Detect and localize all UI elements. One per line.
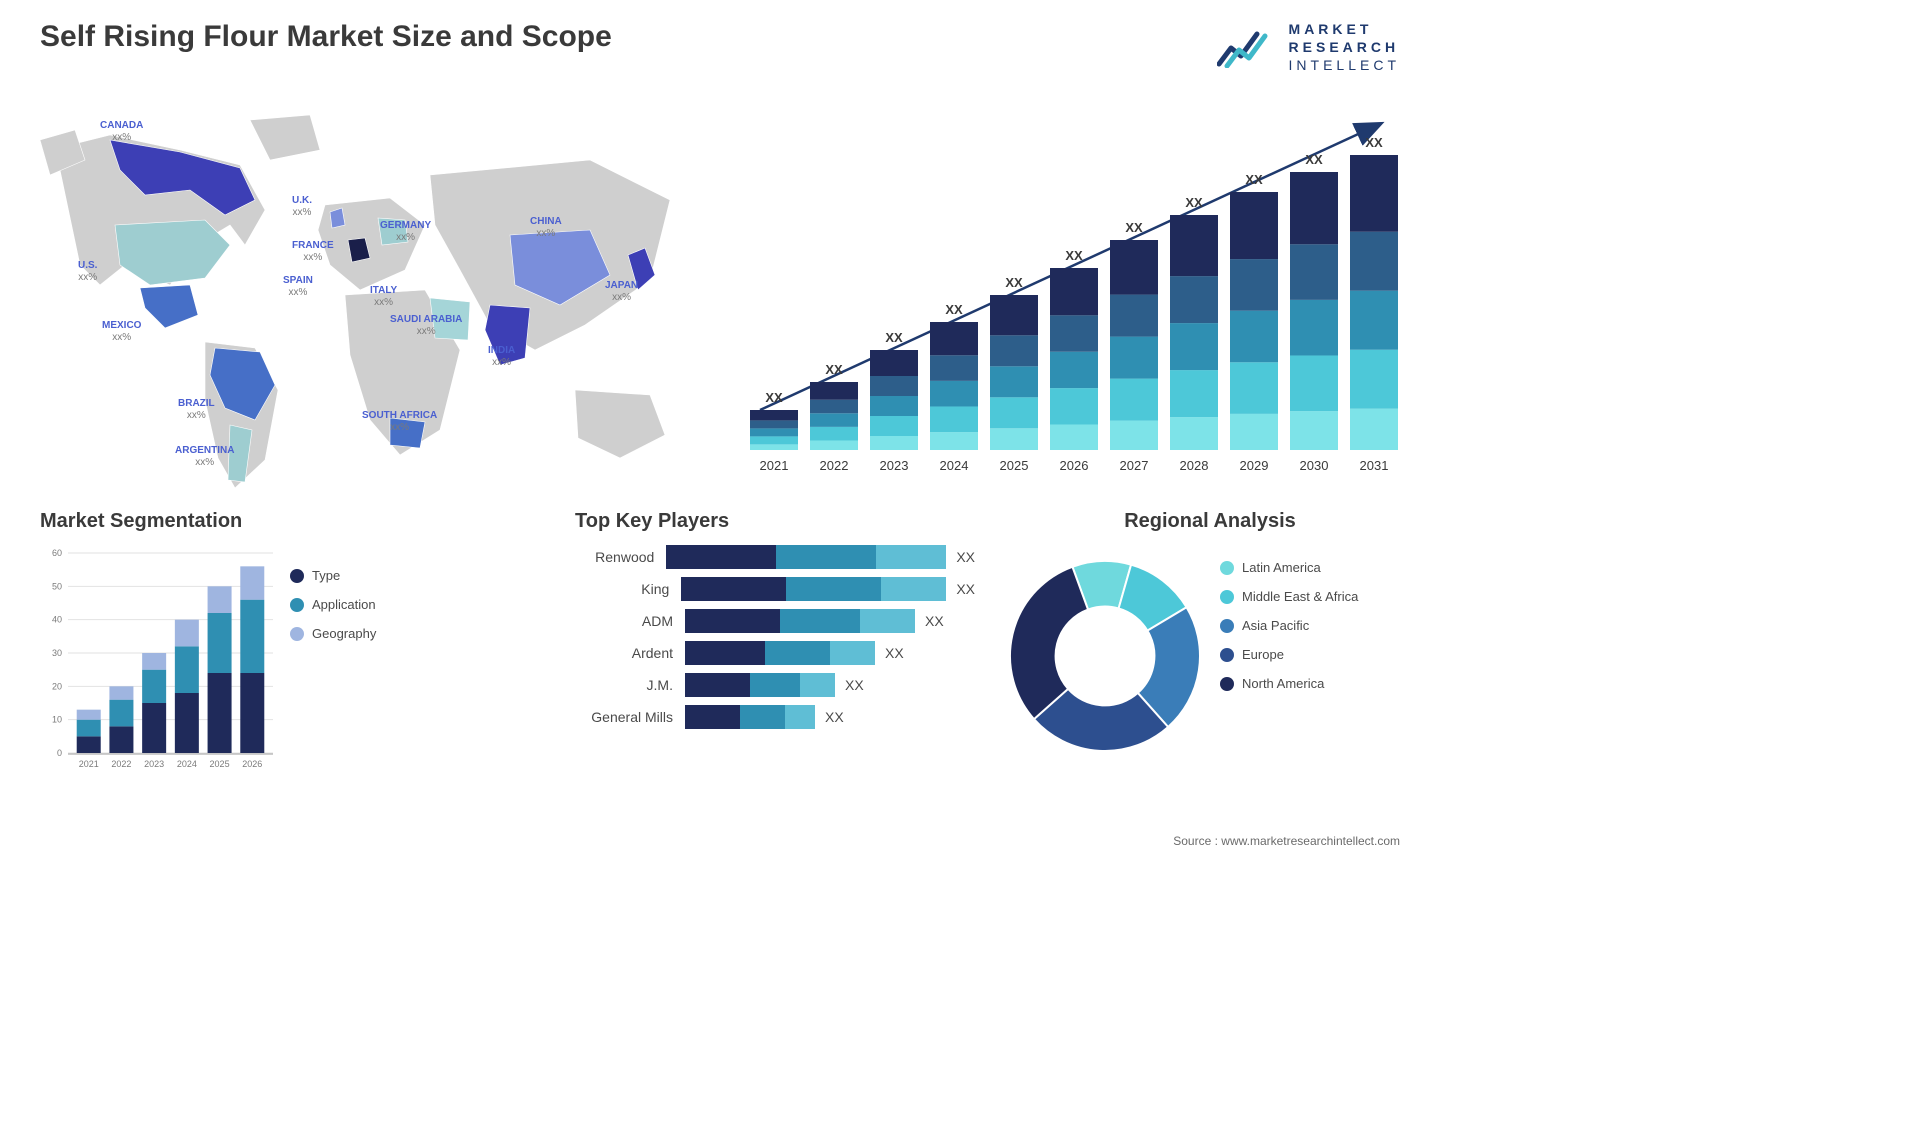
map-label-u-k-: U.K.xx% [292, 195, 312, 219]
regional-legend: Latin America Middle East & Africa Asia Pa… [1220, 560, 1400, 705]
players-title: Top Key Players [575, 510, 975, 533]
svg-text:2024: 2024 [940, 458, 969, 473]
player-bar [685, 609, 915, 633]
svg-text:XX: XX [1125, 220, 1143, 235]
player-name: ADM [575, 613, 685, 629]
svg-text:XX: XX [1305, 152, 1323, 167]
player-name: General Mills [575, 709, 685, 725]
player-row-general-mills: General Mills XX [575, 705, 975, 729]
regional-legend-europe: Europe [1220, 647, 1400, 662]
map-label-china: CHINAxx% [530, 216, 562, 240]
svg-text:0: 0 [57, 748, 62, 758]
svg-text:XX: XX [1245, 172, 1263, 187]
svg-text:XX: XX [1365, 135, 1383, 150]
regional-legend-north-america: North America [1220, 676, 1400, 691]
svg-text:20: 20 [52, 681, 62, 691]
source-text: Source : www.marketresearchintellect.com [1173, 834, 1400, 848]
svg-text:2022: 2022 [820, 458, 849, 473]
segmentation-legend: Type Application Geography [290, 568, 430, 655]
svg-text:2029: 2029 [1240, 458, 1269, 473]
map-label-argentina: ARGENTINAxx% [175, 445, 234, 469]
growth-chart-svg: XX 2021 XX 2022 XX 2023 XX 2024 XX 2025 XX 2026 XX 20… [740, 110, 1400, 480]
logo-icon [1217, 26, 1277, 68]
map-label-germany: GERMANYxx% [380, 220, 431, 244]
player-bar [681, 577, 946, 601]
svg-text:XX: XX [945, 302, 963, 317]
svg-text:2028: 2028 [1180, 458, 1209, 473]
player-name: J.M. [575, 677, 685, 693]
player-row-king: King XX [575, 577, 975, 601]
player-bar [685, 673, 835, 697]
map-label-india: INDIAxx% [488, 345, 515, 369]
world-map: CANADAxx% U.S.xx% MEXICOxx% BRAZILxx% ARGENT… [30, 90, 700, 490]
map-label-saudi-arabia: SAUDI ARABIAxx% [390, 314, 462, 338]
seg-legend-application: Application [290, 597, 430, 612]
svg-text:2023: 2023 [144, 759, 164, 769]
svg-text:XX: XX [1005, 275, 1023, 290]
logo-text: MARKET RESEARCH INTELLECT [1289, 20, 1400, 75]
svg-text:XX: XX [825, 362, 843, 377]
seg-legend-geography: Geography [290, 626, 430, 641]
map-label-u-s-: U.S.xx% [78, 260, 97, 284]
players-chart: RenwoodXXKingXXADMXXArdentXXJ.M.XXGenera… [575, 545, 975, 729]
svg-text:2023: 2023 [880, 458, 909, 473]
regional-donut [1000, 551, 1210, 761]
players-section: Top Key Players RenwoodXXKingXXADMXXArde… [575, 510, 975, 737]
player-value: XX [845, 677, 864, 693]
svg-text:2021: 2021 [79, 759, 99, 769]
map-label-brazil: BRAZILxx% [178, 398, 215, 422]
svg-text:XX: XX [765, 390, 783, 405]
svg-text:XX: XX [885, 330, 903, 345]
svg-text:30: 30 [52, 648, 62, 658]
svg-text:2025: 2025 [210, 759, 230, 769]
regional-legend-latin-america: Latin America [1220, 560, 1400, 575]
regional-legend-asia-pacific: Asia Pacific [1220, 618, 1400, 633]
player-row-renwood: Renwood XX [575, 545, 975, 569]
player-row-ardent: Ardent XX [575, 641, 975, 665]
growth-chart: XX 2021 XX 2022 XX 2023 XX 2024 XX 2025 XX 2026 XX 20… [740, 110, 1400, 480]
svg-text:2022: 2022 [111, 759, 131, 769]
regional-legend-middle-east-africa: Middle East & Africa [1220, 589, 1400, 604]
seg-legend-type: Type [290, 568, 430, 583]
svg-text:2021: 2021 [760, 458, 789, 473]
map-label-south-africa: SOUTH AFRICAxx% [362, 410, 437, 434]
player-bar [685, 641, 875, 665]
player-bar [685, 705, 815, 729]
player-value: XX [825, 709, 844, 725]
svg-text:10: 10 [52, 715, 62, 725]
player-name: Ardent [575, 645, 685, 661]
svg-text:50: 50 [52, 581, 62, 591]
player-name: Renwood [575, 549, 666, 565]
svg-text:40: 40 [52, 615, 62, 625]
svg-text:XX: XX [1185, 195, 1203, 210]
page-title: Self Rising Flour Market Size and Scope [40, 20, 612, 54]
svg-text:2030: 2030 [1300, 458, 1329, 473]
svg-text:XX: XX [1065, 248, 1083, 263]
svg-text:2025: 2025 [1000, 458, 1029, 473]
player-value: XX [956, 581, 975, 597]
svg-text:2026: 2026 [242, 759, 262, 769]
svg-text:2031: 2031 [1360, 458, 1389, 473]
segmentation-title: Market Segmentation [40, 510, 440, 533]
map-label-japan: JAPANxx% [605, 280, 638, 304]
player-value: XX [956, 549, 975, 565]
player-row-adm: ADM XX [575, 609, 975, 633]
player-bar [666, 545, 946, 569]
map-label-spain: SPAINxx% [283, 275, 313, 299]
svg-text:2026: 2026 [1060, 458, 1089, 473]
brand-logo: MARKET RESEARCH INTELLECT [1217, 20, 1400, 75]
regional-title: Regional Analysis [1010, 510, 1410, 533]
svg-text:2024: 2024 [177, 759, 197, 769]
player-value: XX [925, 613, 944, 629]
map-label-mexico: MEXICOxx% [102, 320, 141, 344]
player-row-j-m-: J.M. XX [575, 673, 975, 697]
map-label-italy: ITALYxx% [370, 285, 397, 309]
segmentation-chart: 0 10 20 30 40 50 60 2021 2022 2023 2024 2025 2026 [40, 545, 280, 785]
player-value: XX [885, 645, 904, 661]
player-name: King [575, 581, 681, 597]
svg-text:2027: 2027 [1120, 458, 1149, 473]
map-label-canada: CANADAxx% [100, 120, 143, 144]
svg-text:60: 60 [52, 548, 62, 558]
map-label-france: FRANCExx% [292, 240, 334, 264]
